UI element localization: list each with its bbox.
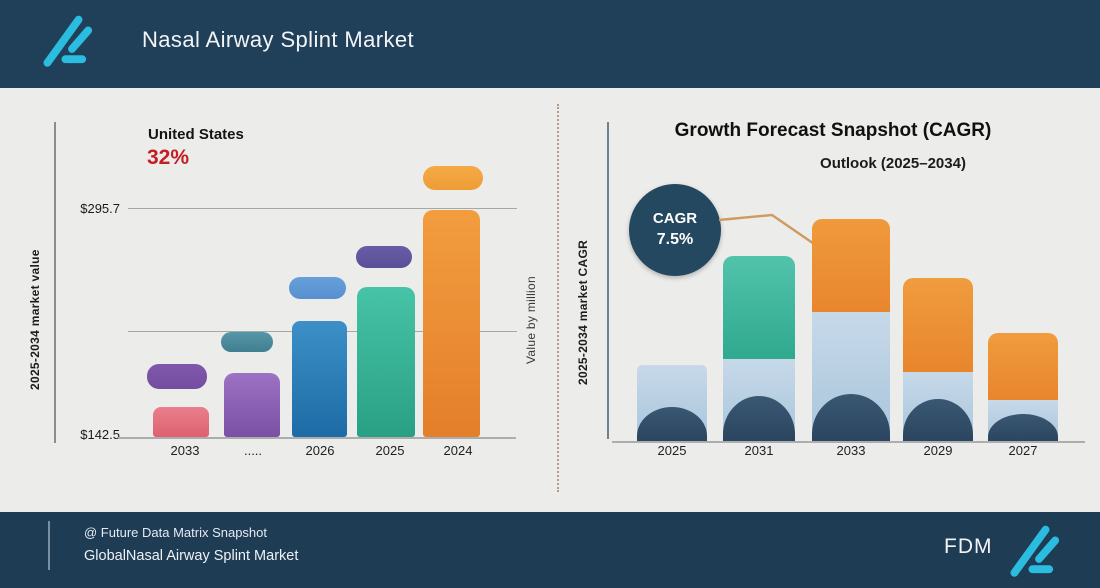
cagr-badge: CAGR 7.5% (629, 184, 721, 276)
bar-segment-mid (637, 365, 707, 441)
stacked-bar-2027 (988, 333, 1058, 441)
marker-2026 (289, 277, 346, 299)
bar-segment-top (812, 219, 890, 312)
bar-segment-base (723, 396, 795, 441)
right-y-axis-line (607, 122, 609, 439)
left-right-axis-label: Value by million (524, 276, 538, 364)
bar-segment-mid (988, 400, 1058, 441)
bar-2033 (153, 407, 209, 437)
footer-credit: @ Future Data Matrix Snapshot (84, 525, 267, 540)
bar-2024 (423, 210, 480, 437)
left-xlabel-2024: 2024 (443, 443, 473, 458)
bar-segment-top (723, 256, 795, 359)
panel-divider (557, 104, 559, 492)
bar-segment-base (812, 394, 890, 441)
header-band: Nasal Airway Splint Market (0, 0, 1100, 88)
fdm-logo-icon (1010, 525, 1060, 577)
gridline-295 (128, 208, 517, 209)
bar-segment-mid (723, 359, 795, 441)
callout-connector-line (718, 213, 821, 249)
right-chart-title: Growth Forecast Snapshot (CAGR) (674, 120, 992, 141)
left-xlabel-2026: 2026 (305, 443, 335, 458)
market-share-value: 32% (147, 146, 190, 169)
bar-segment-base (903, 399, 973, 441)
right-chart-subtitle: Outlook (2025–2034) (820, 155, 966, 172)
bar-2026 (292, 321, 347, 437)
fdm-logo-icon (43, 15, 93, 67)
right-y-axis-label: 2025-2034 market CAGR (576, 239, 590, 385)
right-xlabel-2027: 2027 (1008, 443, 1038, 458)
footer-divider-line (48, 521, 50, 570)
cagr-badge-label: CAGR (652, 210, 698, 228)
left-xlabel-2025: 2025 (375, 443, 405, 458)
marker-2033 (147, 364, 207, 389)
bar-2025 (357, 287, 415, 437)
bar-dots (224, 373, 280, 437)
footer-report-title: GlobalNasal Airway Splint Market (84, 548, 299, 564)
left-xlabel-dots: ..... (243, 443, 263, 458)
left-y-axis-line (54, 122, 56, 443)
left-x-axis-line (118, 437, 516, 439)
stacked-bar-2025 (637, 365, 707, 441)
bar-segment-base (637, 407, 707, 441)
bar-segment-base (988, 414, 1058, 441)
right-xlabel-2033: 2033 (836, 443, 866, 458)
marker-2025 (356, 246, 412, 268)
right-xlabel-2031: 2031 (744, 443, 774, 458)
right-xlabel-2025: 2025 (657, 443, 687, 458)
footer-band (0, 512, 1100, 588)
stacked-bar-2031 (723, 256, 795, 441)
bar-segment-top (903, 278, 973, 372)
bar-segment-mid (812, 312, 890, 441)
marker-dots (221, 332, 273, 352)
right-xlabel-2029: 2029 (923, 443, 953, 458)
page-title: Nasal Airway Splint Market (142, 27, 415, 52)
left-ytick-bottom: $142.5 (80, 427, 120, 442)
region-label: United States (148, 126, 244, 143)
stacked-bar-2033 (812, 219, 890, 441)
marker-2024 (423, 166, 483, 190)
bar-segment-top (988, 333, 1058, 400)
bar-segment-mid (903, 372, 973, 441)
left-ytick-top: $295.7 (80, 201, 120, 216)
left-xlabel-2033: 2033 (170, 443, 200, 458)
stacked-bar-2029 (903, 278, 973, 441)
cagr-badge-value: 7.5% (656, 231, 694, 249)
footer-brand-text: FDM (944, 535, 993, 558)
right-x-axis-line (612, 441, 1085, 443)
left-y-axis-label: 2025-2034 market value (28, 249, 42, 391)
